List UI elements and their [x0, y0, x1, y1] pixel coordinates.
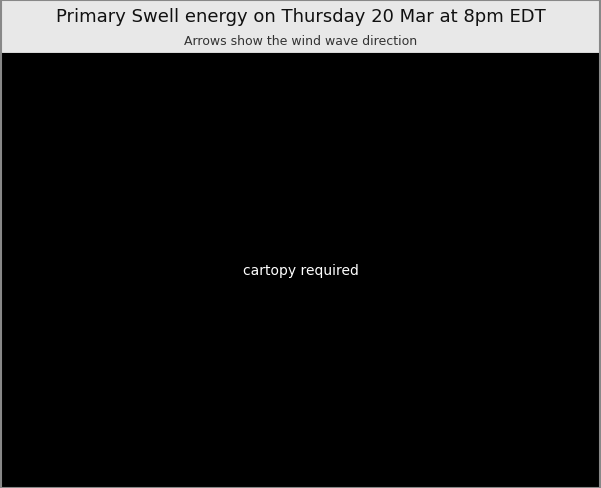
- Text: cartopy required: cartopy required: [243, 264, 358, 278]
- Text: Arrows show the wind wave direction: Arrows show the wind wave direction: [184, 35, 417, 48]
- Text: Primary Swell energy on Thursday 20 Mar at 8pm EDT: Primary Swell energy on Thursday 20 Mar …: [56, 8, 545, 26]
